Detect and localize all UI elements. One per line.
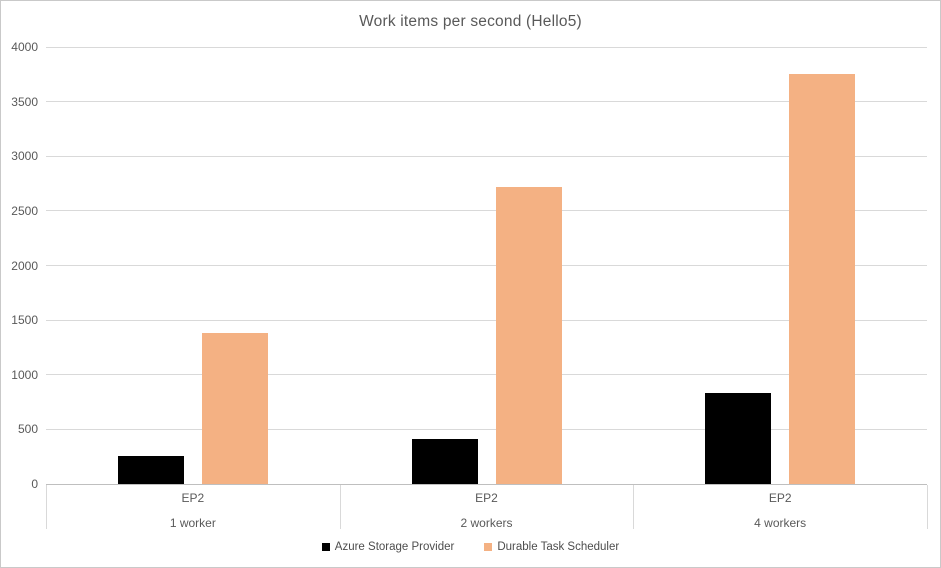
gridline [46, 46, 927, 48]
y-axis-tick-label: 4000 [11, 40, 38, 54]
category-group-label: EP2 [475, 491, 498, 505]
bar-durable-task-scheduler [201, 333, 268, 484]
bar-azure-storage-provider [705, 393, 772, 484]
gridline [46, 210, 927, 212]
gridline [46, 374, 927, 376]
chart-title: Work items per second (Hello5) [359, 13, 582, 30]
y-axis-tick-label: 3000 [11, 149, 38, 164]
legend-label: Durable Task Scheduler [497, 541, 620, 553]
category-group-label: EP2 [768, 491, 792, 505]
gridline [46, 319, 927, 321]
bar-durable-task-scheduler [789, 74, 856, 484]
y-axis-tick-label: 500 [17, 422, 38, 437]
legend-swatch-icon [321, 543, 330, 551]
gridline [46, 155, 927, 157]
bar-azure-storage-provider [117, 455, 184, 484]
bar-durable-task-scheduler [495, 186, 562, 484]
y-axis-tick-label: 2500 [11, 203, 38, 218]
category-separator [927, 485, 928, 529]
category-group-label: EP2 [181, 491, 205, 505]
category-separator [46, 485, 47, 529]
category-workers-label: 4 workers [754, 516, 807, 530]
y-axis-tick-label: 1000 [11, 367, 38, 382]
legend-item-azure-storage-provider: Azure Storage Provider [321, 541, 455, 553]
gridline [46, 428, 927, 430]
chart-legend: Azure Storage Provider Durable Task Sched… [1, 541, 940, 553]
y-axis-tick-label: 2000 [11, 258, 38, 273]
category-separator [633, 485, 635, 529]
legend-swatch-icon [484, 543, 493, 551]
y-axis-tick-label: 1500 [11, 313, 38, 328]
category-workers-label: 2 workers [460, 516, 513, 530]
x-axis-line [46, 483, 927, 485]
legend-item-durable-task-scheduler: Durable Task Scheduler [484, 541, 619, 553]
gridline [46, 101, 927, 103]
category-separator [339, 485, 341, 529]
y-axis-tick-label: 3500 [11, 94, 38, 109]
category-workers-label: 1 worker [169, 516, 216, 530]
gridline [46, 265, 927, 266]
y-axis-tick-label: 0 [31, 477, 38, 491]
legend-label: Azure Storage Provider [334, 541, 455, 553]
bar-azure-storage-provider [411, 438, 478, 484]
